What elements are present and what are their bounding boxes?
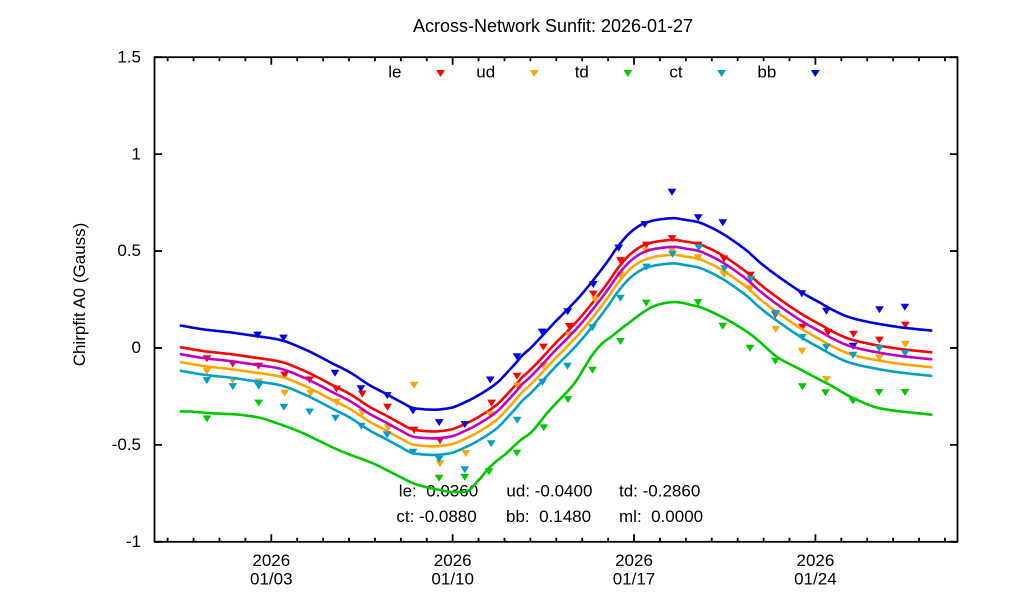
svg-text:ct: ct <box>669 63 683 82</box>
svg-text:-0.5: -0.5 <box>112 435 141 454</box>
svg-text:ml: 0.0000: ml: 0.0000 <box>619 507 703 526</box>
svg-text:01/24: 01/24 <box>794 569 837 588</box>
svg-text:1: 1 <box>132 144 141 163</box>
svg-text:ud: -0.0400: ud: -0.0400 <box>506 481 592 500</box>
svg-text:01/17: 01/17 <box>613 569 656 588</box>
svg-text:bb: 0.1480: bb: 0.1480 <box>506 507 591 526</box>
svg-text:bb: bb <box>757 63 776 82</box>
svg-text:Chirpfit A0 (Gauss): Chirpfit A0 (Gauss) <box>70 223 89 367</box>
svg-text:2026: 2026 <box>252 551 290 570</box>
svg-text:Across-Network Sunfit: 2026-01: Across-Network Sunfit: 2026-01-27 <box>413 16 693 36</box>
svg-text:2026: 2026 <box>434 551 472 570</box>
svg-text:-1: -1 <box>126 532 141 551</box>
svg-text:01/10: 01/10 <box>431 569 474 588</box>
svg-text:01/03: 01/03 <box>250 569 293 588</box>
svg-text:le: le <box>388 63 401 82</box>
svg-text:td: td <box>575 63 589 82</box>
svg-text:0.5: 0.5 <box>117 241 141 260</box>
svg-text:ud: ud <box>476 63 495 82</box>
svg-text:2026: 2026 <box>796 551 834 570</box>
svg-text:ct: -0.0880: ct: -0.0880 <box>396 507 476 526</box>
svg-text:2026: 2026 <box>615 551 653 570</box>
svg-text:1.5: 1.5 <box>117 47 141 66</box>
svg-text:0: 0 <box>132 338 141 357</box>
svg-text:td: -0.2860: td: -0.2860 <box>619 481 700 500</box>
